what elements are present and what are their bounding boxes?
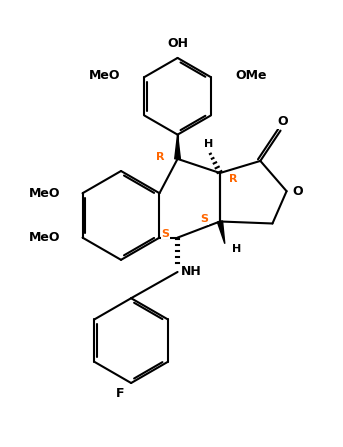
Text: S: S xyxy=(162,228,169,239)
Text: R: R xyxy=(229,174,237,184)
Text: O: O xyxy=(277,115,288,128)
Polygon shape xyxy=(217,221,225,244)
Polygon shape xyxy=(175,135,180,159)
Text: MeO: MeO xyxy=(88,68,120,82)
Text: H: H xyxy=(232,244,241,253)
Text: S: S xyxy=(201,215,209,224)
Text: H: H xyxy=(204,139,214,149)
Text: NH: NH xyxy=(181,266,202,278)
Text: MeO: MeO xyxy=(29,231,60,244)
Text: R: R xyxy=(156,152,165,162)
Text: OMe: OMe xyxy=(235,68,267,82)
Text: MeO: MeO xyxy=(29,187,60,200)
Text: O: O xyxy=(293,185,303,198)
Text: F: F xyxy=(116,387,124,400)
Text: OH: OH xyxy=(167,37,188,51)
